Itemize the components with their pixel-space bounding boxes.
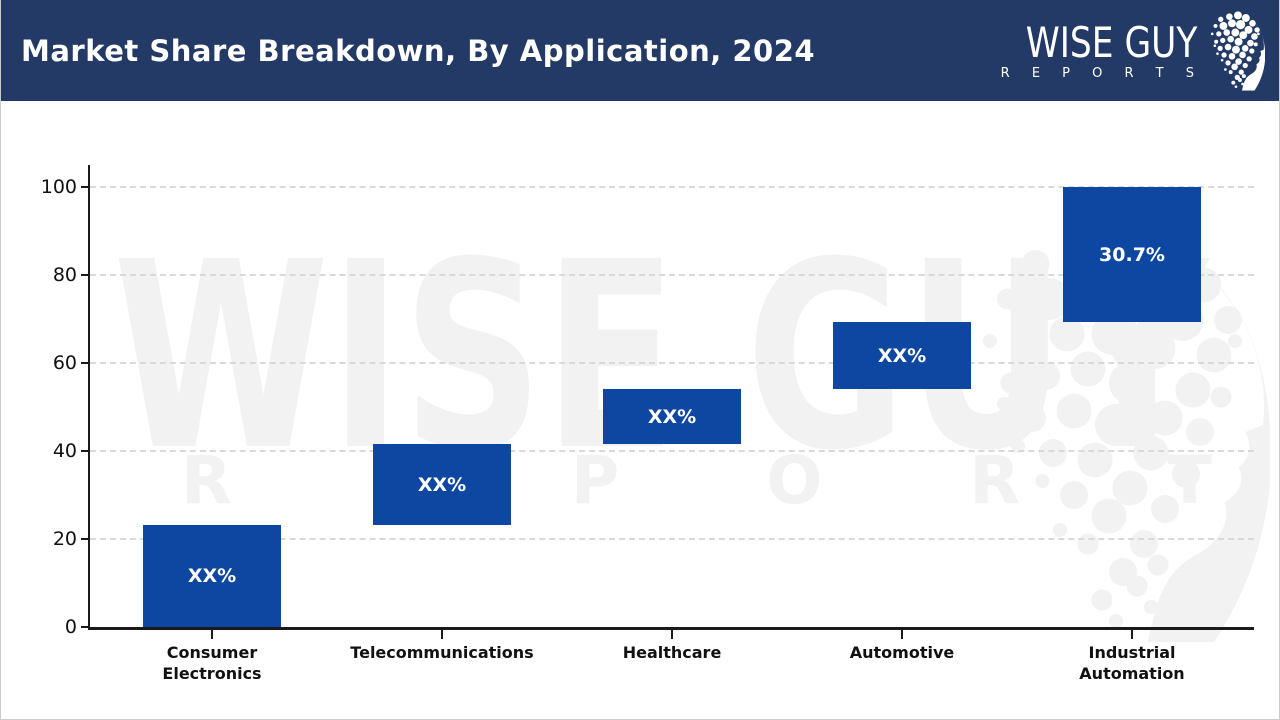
category-label: Automotive [787,642,1017,663]
brand-logo: WISE GUY R E P O R T S [988,6,1265,96]
category-label: Telecommunications [327,642,557,663]
bar: XX% [373,444,511,525]
bar-value-label: 30.7% [1099,244,1165,266]
page-title: Market Share Breakdown, By Application, … [21,0,815,101]
gridline [90,362,1254,364]
gridline [90,450,1254,452]
y-tick-label: 80 [11,266,77,285]
bar: 30.7% [1063,187,1201,322]
x-tick-mark [671,630,673,639]
x-tick-mark [441,630,443,639]
bar-value-label: XX% [648,406,696,428]
brand-name: WISE GUY [1025,21,1197,65]
x-tick-mark [901,630,903,639]
header-bar: Market Share Breakdown, By Application, … [1,0,1280,101]
y-tick-label: 20 [11,530,77,549]
y-tick-label: 60 [11,354,77,373]
bar-value-label: XX% [418,474,466,496]
report-canvas: Market Share Breakdown, By Application, … [0,0,1280,720]
y-tick-label: 100 [11,178,77,197]
bar-value-label: XX% [878,345,926,367]
y-axis-spine [88,165,91,630]
bar: XX% [143,525,281,627]
y-tick-label: 40 [11,442,77,461]
bar: XX% [833,322,971,389]
wise-guy-head-icon [1199,10,1265,92]
category-label: Healthcare [557,642,787,663]
brand-subname: R E P O R T S [1001,66,1203,81]
bar-value-label: XX% [188,565,236,587]
category-label: Industrial Automation [1017,642,1247,684]
bar: XX% [603,389,741,444]
x-tick-mark [211,630,213,639]
x-tick-mark [1131,630,1133,639]
category-label: Consumer Electronics [97,642,327,684]
y-tick-label: 0 [11,618,77,637]
